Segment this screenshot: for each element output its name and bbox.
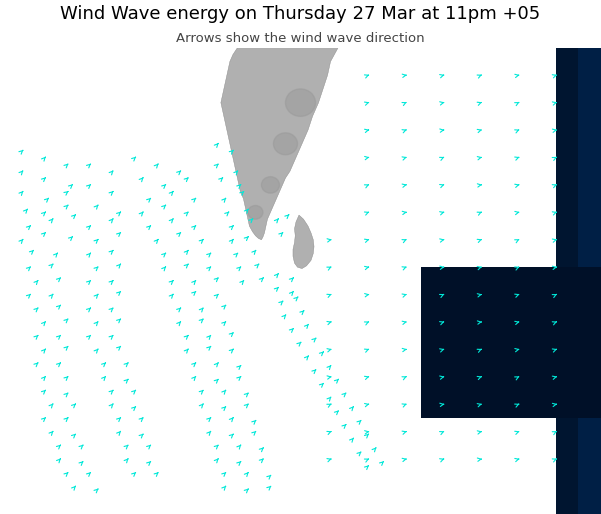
- Text: Wind Wave energy on Thursday 27 Mar at 11pm +05: Wind Wave energy on Thursday 27 Mar at 1…: [60, 5, 541, 23]
- Text: Arrows show the wind wave direction: Arrows show the wind wave direction: [176, 32, 425, 45]
- Circle shape: [261, 177, 279, 193]
- Polygon shape: [421, 267, 601, 418]
- Polygon shape: [579, 48, 601, 514]
- Circle shape: [285, 89, 316, 116]
- Polygon shape: [221, 48, 338, 240]
- Circle shape: [273, 133, 297, 155]
- Circle shape: [248, 206, 263, 219]
- Polygon shape: [556, 48, 601, 514]
- Polygon shape: [293, 215, 314, 268]
